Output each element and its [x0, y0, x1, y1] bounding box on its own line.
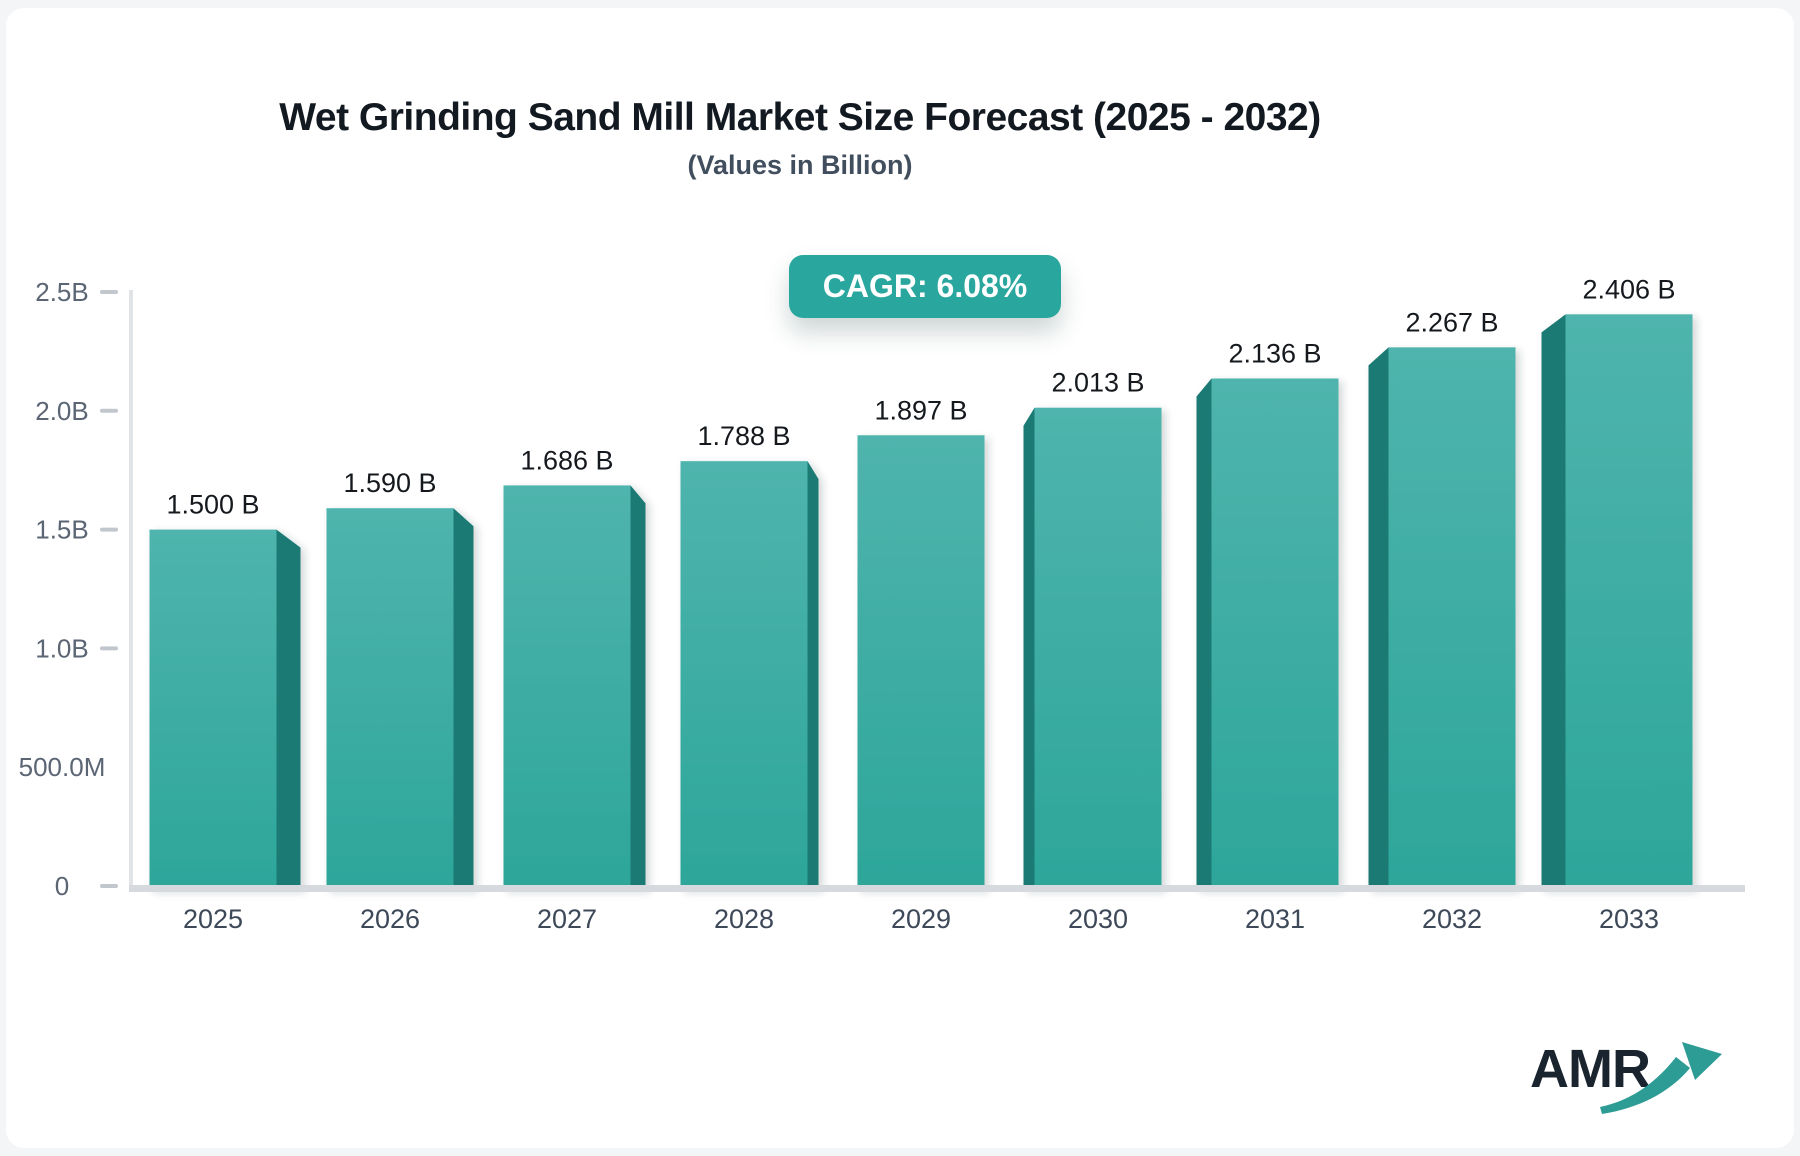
y-tick-label-1.5B: 1.5B — [35, 515, 89, 545]
bar-value-label-2028: 1.788 B — [697, 421, 790, 451]
bar-value-label-2030: 2.013 B — [1051, 368, 1144, 398]
bar-group-2030 — [1023, 407, 1162, 889]
bar-2031[interactable] — [1211, 378, 1339, 889]
x-axis-line — [129, 885, 1745, 892]
bar-2028[interactable] — [680, 461, 808, 889]
bar-side-face-2027 — [630, 485, 646, 889]
amr-logo-text: AMR — [1530, 1039, 1651, 1099]
bar-value-label-2026: 1.590 B — [343, 468, 436, 498]
bar-value-label-2027: 1.686 B — [520, 445, 613, 475]
x-axis-label-2027: 2027 — [537, 904, 597, 934]
bar-group-2026 — [326, 508, 474, 889]
y-tick-label-500.0M: 500.0M — [19, 752, 106, 782]
bar-group-2025 — [149, 529, 301, 889]
y-tick-label-0: 0 — [55, 871, 69, 901]
y-tick-dash-1.0B — [100, 646, 118, 651]
x-axis-label-2032: 2032 — [1422, 904, 1482, 934]
bar-group-2028 — [680, 461, 819, 889]
bar-group-2033 — [1541, 314, 1693, 889]
growth-arrow-icon — [1600, 1042, 1722, 1114]
x-axis-label-2033: 2033 — [1599, 904, 1659, 934]
cagr-badge: CAGR: 6.08% — [789, 255, 1061, 318]
chart-subtitle: (Values in Billion) — [687, 150, 913, 180]
bar-side-face-2033 — [1541, 314, 1566, 889]
bar-value-label-2025: 1.500 B — [166, 490, 259, 520]
bar-side-face-2031 — [1196, 378, 1212, 889]
y-axis-line — [129, 290, 133, 890]
bar-group-2031 — [1196, 378, 1339, 889]
x-axis-label-2025: 2025 — [183, 904, 243, 934]
bar-side-face-2026 — [453, 508, 474, 889]
bar-2026[interactable] — [326, 508, 454, 889]
y-tick-label-1.0B: 1.0B — [35, 633, 89, 663]
chart-title: Wet Grinding Sand Mill Market Size Forec… — [279, 96, 1321, 139]
bar-side-face-2028 — [807, 461, 819, 889]
x-axis-label-2031: 2031 — [1245, 904, 1305, 934]
bar-group-2027 — [503, 485, 646, 889]
x-axis-label-2026: 2026 — [360, 904, 420, 934]
bar-2029[interactable] — [857, 435, 985, 889]
x-axis-label-2028: 2028 — [714, 904, 774, 934]
bar-value-label-2032: 2.267 B — [1405, 307, 1498, 337]
bar-side-face-2032 — [1368, 347, 1389, 889]
y-tick-dash-1.5B — [100, 527, 118, 532]
bar-side-face-2030 — [1023, 407, 1035, 889]
bar-side-face-2025 — [276, 529, 301, 889]
bar-value-label-2029: 1.897 B — [874, 395, 967, 425]
bar-2030[interactable] — [1034, 407, 1162, 889]
bar-value-label-2033: 2.406 B — [1582, 274, 1675, 304]
bar-2025[interactable] — [149, 529, 277, 889]
bar-value-label-2031: 2.136 B — [1228, 338, 1321, 368]
bar-2033[interactable] — [1565, 314, 1693, 889]
bar-group-2032 — [1368, 347, 1516, 889]
amr-logo: AMR — [1530, 1038, 1730, 1128]
y-tick-dash-0 — [100, 884, 118, 888]
bar-2032[interactable] — [1388, 347, 1516, 889]
y-tick-label-2.5B: 2.5B — [35, 277, 89, 307]
y-tick-label-2.0B: 2.0B — [35, 396, 89, 426]
x-axis-label-2029: 2029 — [891, 904, 951, 934]
x-axis-label-2030: 2030 — [1068, 904, 1128, 934]
bar-2027[interactable] — [503, 485, 631, 889]
y-tick-dash-2.5B — [100, 290, 118, 294]
bar-group-2029 — [857, 435, 985, 889]
y-tick-dash-2.0B — [100, 408, 118, 413]
